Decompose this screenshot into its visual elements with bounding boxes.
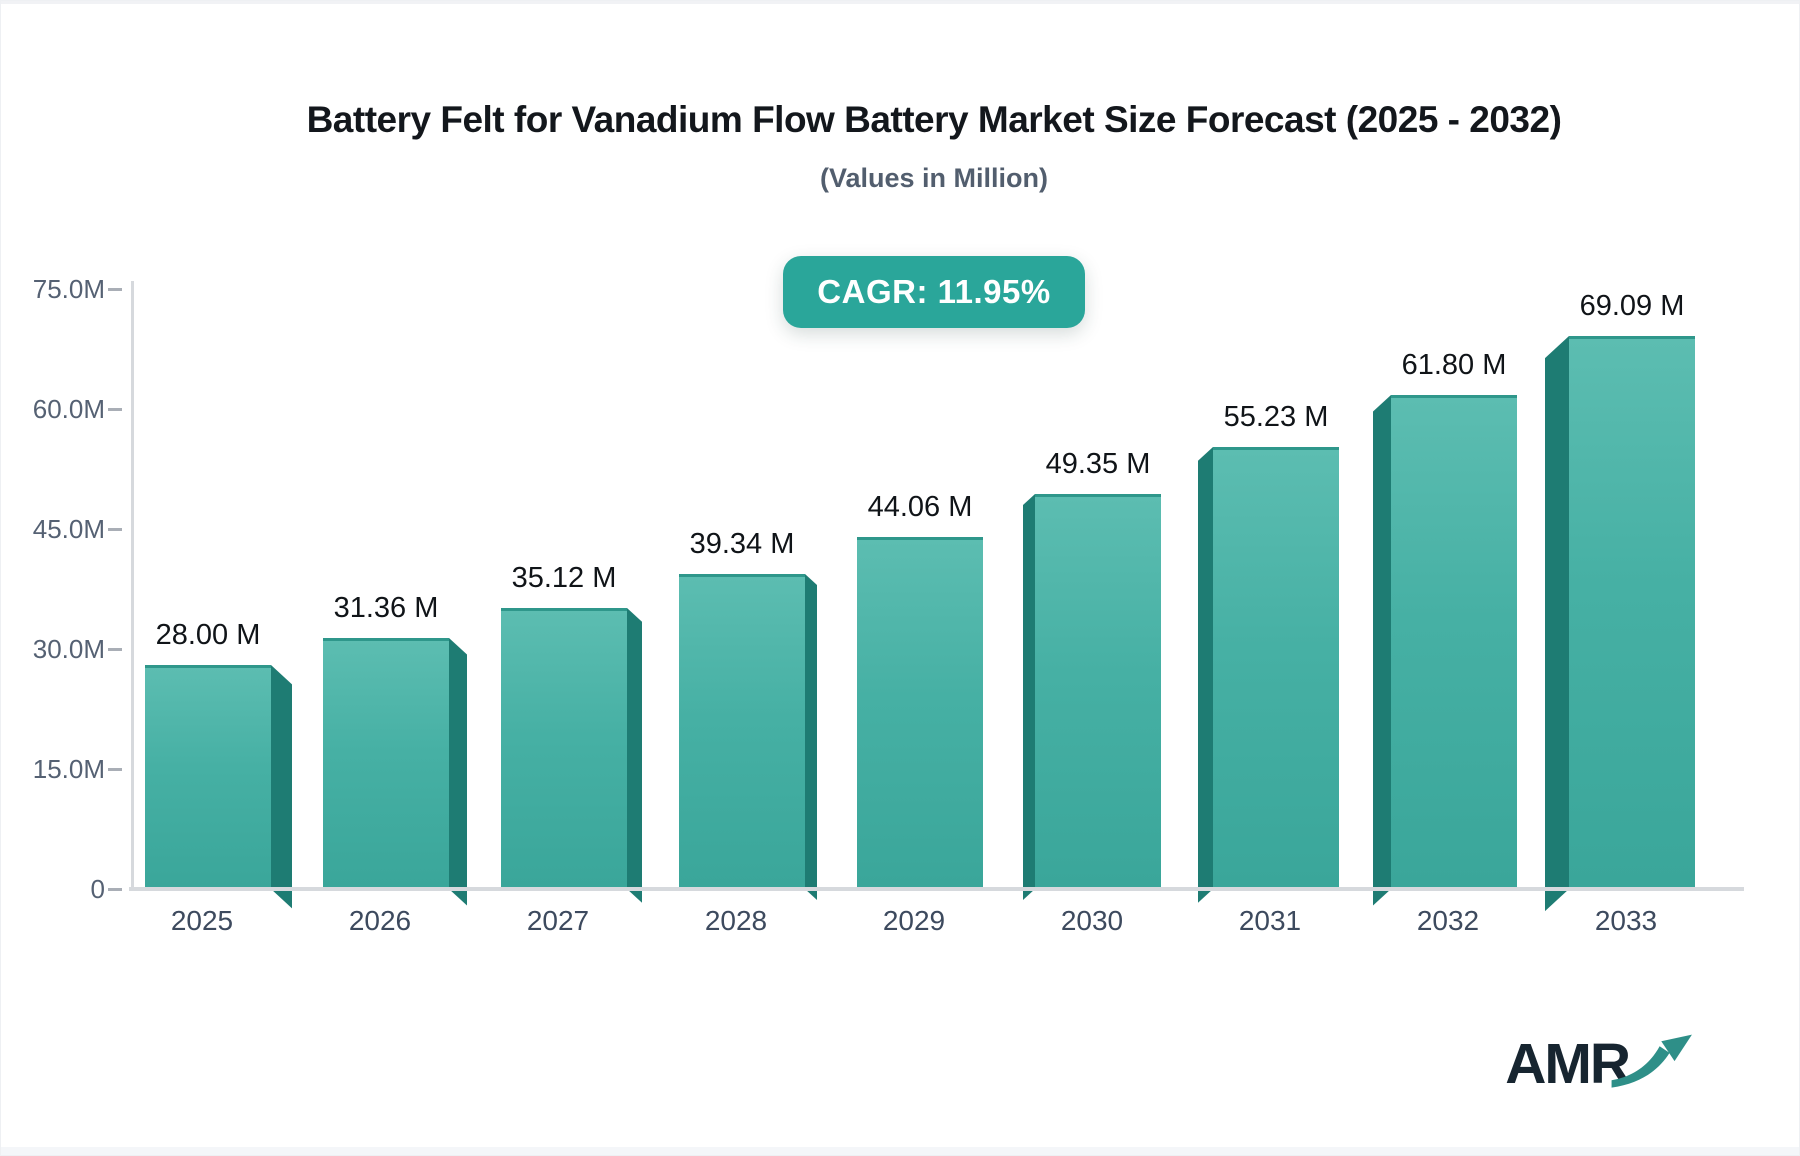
cagr-badge-row: CAGR: 11.95% — [135, 256, 1733, 328]
bar-3d-side-face — [1198, 447, 1213, 903]
cagr-badge: CAGR: 11.95% — [783, 256, 1085, 328]
x-axis-category-label: 2033 — [1594, 905, 1658, 936]
x-axis-category-label: 2030 — [1060, 905, 1124, 936]
page-top-border — [1, 1, 1799, 4]
y-axis-tick-label: 60.0M — [32, 394, 105, 424]
y-axis-tick-mark — [108, 768, 122, 771]
bar-value-label: 69.09 M — [1579, 290, 1685, 322]
bar-front-face — [501, 608, 627, 889]
x-axis-category-label: 2029 — [882, 905, 946, 936]
chart-header: Battery Felt for Vanadium Flow Battery M… — [1, 1, 1799, 194]
chart-title: Battery Felt for Vanadium Flow Battery M… — [306, 99, 1562, 140]
x-axis-category-label: 2025 — [170, 905, 234, 936]
bar-3d-side-face — [449, 638, 467, 906]
bar-3d-side-face — [805, 574, 817, 901]
bar-front-face — [145, 665, 271, 889]
y-axis-tick-mark — [108, 648, 122, 651]
bar-value-label: 55.23 M — [1223, 401, 1329, 433]
bar-value-label: 39.34 M — [689, 528, 795, 560]
bar-front-face — [323, 638, 449, 889]
x-axis-baseline — [129, 887, 1744, 891]
bar-value-label: 44.06 M — [867, 491, 973, 523]
bar-value-label: 28.00 M — [155, 619, 261, 651]
chart-subtitle: (Values in Million) — [819, 163, 1049, 193]
bar-front-face — [857, 537, 983, 889]
x-axis-category-label: 2032 — [1416, 905, 1480, 936]
y-axis-tick-label: 0 — [90, 874, 105, 904]
y-axis-tick-label: 75.0M — [32, 274, 105, 304]
bar-front-face — [1035, 494, 1161, 889]
x-axis-category-label: 2031 — [1238, 905, 1302, 936]
x-axis-category-label: 2028 — [704, 905, 768, 936]
bar-front-face — [679, 574, 805, 889]
bar-value-label: 35.12 M — [511, 562, 617, 594]
amr-logo: AMR — [1505, 1033, 1695, 1093]
bar-3d-side-face — [1023, 494, 1035, 901]
y-axis-tick-label: 30.0M — [32, 634, 105, 664]
bar-3d-side-face — [1373, 395, 1391, 906]
bar-front-face — [1391, 395, 1517, 889]
bar-3d-side-face — [627, 608, 642, 903]
x-axis-category-label: 2027 — [526, 905, 590, 936]
amr-logo-text: AMR — [1505, 1032, 1631, 1096]
y-axis-tick-label: 15.0M — [32, 754, 105, 784]
bar-3d-side-face — [271, 665, 292, 909]
y-axis-tick-mark — [108, 528, 122, 531]
y-axis-line — [131, 281, 134, 891]
y-axis-tick-mark — [108, 288, 122, 291]
bar-value-label: 61.80 M — [1401, 349, 1507, 381]
y-axis-tick-mark — [108, 888, 122, 891]
bar-front-face — [1569, 336, 1695, 889]
bar-value-label: 31.36 M — [333, 592, 439, 624]
x-axis-category-label: 2026 — [348, 905, 412, 936]
growth-arrow-icon — [1611, 1034, 1692, 1088]
y-axis-tick-mark — [108, 408, 122, 411]
page-bottom-border — [1, 1147, 1799, 1155]
bar-front-face — [1213, 447, 1339, 889]
bar-value-label: 49.35 M — [1045, 448, 1151, 480]
y-axis-tick-label: 45.0M — [32, 514, 105, 544]
bar-3d-side-face — [1545, 336, 1569, 912]
